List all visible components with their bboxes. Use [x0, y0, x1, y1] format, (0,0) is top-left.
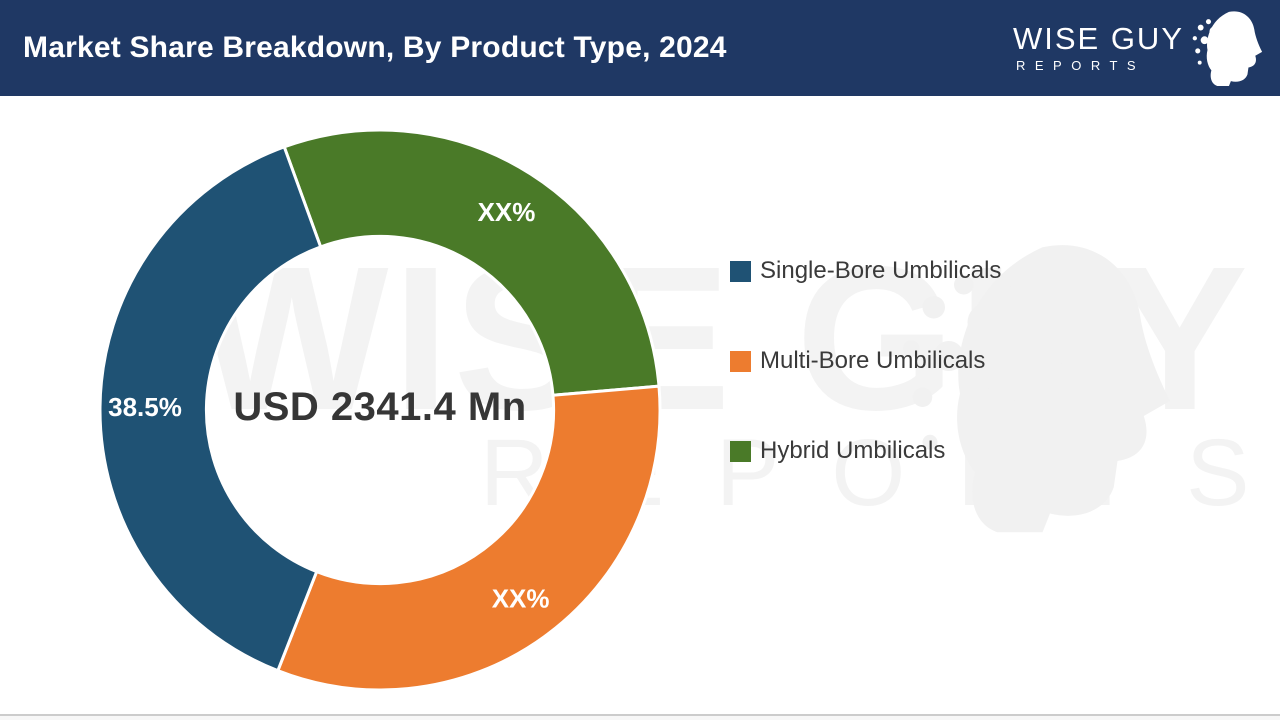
legend-label: Multi-Bore Umbilicals	[760, 347, 986, 374]
brand-logo: WISE GUY REPORTS	[1013, 8, 1280, 88]
donut-slice-multi-bore-umbilicals	[276, 384, 662, 692]
slice-label-single-bore-umbilicals: 38.5%	[108, 392, 182, 422]
legend-swatch-multi-bore	[730, 350, 751, 372]
donut-slice-hybrid-umbilicals	[282, 128, 661, 397]
legend-item-hybrid-umbilicals: Hybrid Umbilicals	[730, 436, 1001, 466]
footer-divider	[0, 714, 1280, 720]
donut-chart-area: XX% XX% 38.5%	[80, 110, 680, 710]
brand-logo-text: WISE GUY REPORTS	[1013, 23, 1184, 73]
page-title: Market Share Breakdown, By Product Type,…	[23, 31, 727, 64]
legend-swatch-hybrid	[730, 440, 751, 462]
brand-logo-name: WISE GUY	[1012, 21, 1184, 57]
brand-logo-face-icon	[1192, 11, 1263, 87]
legend: Single-Bore Umbilicals Multi-Bore Umbili…	[730, 256, 1001, 526]
legend-swatch-single-bore	[730, 260, 751, 282]
slice-label-multi-bore-umbilicals: XX%	[492, 583, 550, 613]
legend-label: Single-Bore Umbilicals	[760, 257, 1002, 284]
donut-chart: XX% XX% 38.5%	[98, 128, 662, 692]
slice-label-hybrid-umbilicals: XX%	[478, 197, 536, 227]
brand-logo-subtitle: REPORTS	[1015, 57, 1146, 73]
donut-center-label: USD 2341.4 Mn	[233, 385, 527, 429]
legend-label: Hybrid Umbilicals	[760, 437, 946, 464]
legend-item-multi-bore-umbilicals: Multi-Bore Umbilicals	[730, 346, 1001, 376]
legend-item-single-bore-umbilicals: Single-Bore Umbilicals	[730, 256, 1001, 286]
header: Market Share Breakdown, By Product Type,…	[0, 0, 1280, 96]
donut-slice-single-bore-umbilicals	[98, 145, 323, 673]
